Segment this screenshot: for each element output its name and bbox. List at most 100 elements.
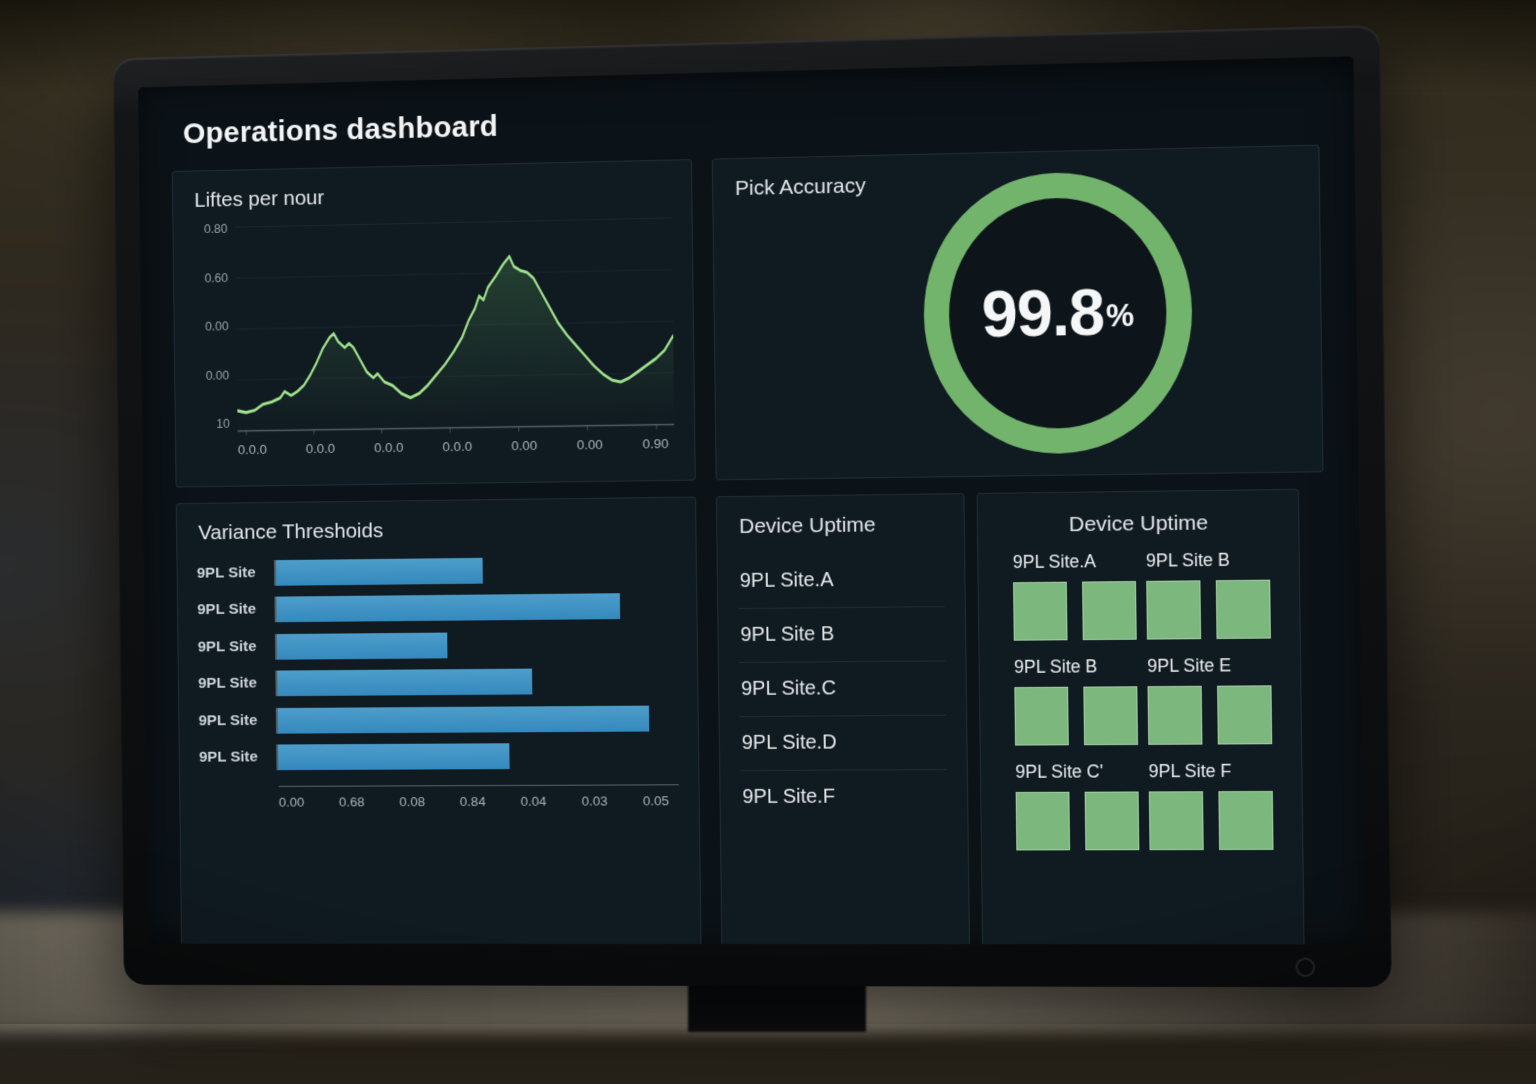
x-tick: 0.68 (339, 794, 365, 809)
x-tick: 0.0.0 (443, 439, 473, 454)
bar-label: 9PL Site (199, 712, 277, 730)
uptime-group: 9PL Site B (1014, 656, 1138, 746)
status-cells (1014, 686, 1138, 745)
dashboard-screen: Operations dashboard Liftes per nour 0.8… (138, 56, 1364, 944)
bar-row: 9PL Site (198, 625, 678, 666)
status-cell (1014, 687, 1068, 746)
uptime-group: 9PL Site.A (1013, 551, 1137, 641)
panel-lifts-per-hour: Liftes per nour 0.80 0.60 0.00 0.00 10 (172, 159, 696, 487)
bar-track (275, 668, 677, 697)
bar-row: 9PL Site (197, 550, 677, 592)
lifts-y-axis: 0.80 0.60 0.00 0.00 10 (193, 222, 238, 437)
bar (277, 669, 532, 697)
accuracy-number: 99.8 (981, 276, 1104, 351)
x-tick: 0.00 (577, 437, 603, 452)
uptime-group: 9PL Site E (1147, 655, 1272, 745)
lifts-line-chart: 0.80 0.60 0.00 0.00 10 (193, 212, 675, 437)
variance-panel-title: Variance Threshoids (198, 516, 676, 545)
bar-label: 9PL Site (198, 675, 276, 693)
panel-variance-thresholds: Variance Threshoids 9PL Site 9PL Site 9P… (176, 497, 702, 945)
uptime-site-list: 9PL Site.A 9PL Site B 9PL Site.C 9PL Sit… (738, 553, 948, 824)
list-item: 9PL Site.D (739, 716, 946, 771)
page-title: Operations dashboard (183, 90, 1319, 151)
group-label: 9PL Site C' (1015, 761, 1138, 783)
status-cell (1217, 685, 1272, 744)
status-cell (1016, 792, 1070, 851)
x-tick: 0.84 (460, 794, 486, 809)
list-item: 9PL Site.F (740, 770, 947, 824)
status-cell (1085, 791, 1140, 850)
y-tick: 0.00 (206, 368, 230, 382)
status-cell (1146, 580, 1201, 639)
bar (277, 632, 448, 659)
status-cells (1016, 791, 1140, 850)
panel-device-uptime-grid: Device Uptime 9PL Site.A 9PL Site B (977, 489, 1305, 945)
y-tick: 0.00 (205, 319, 229, 333)
x-tick: 0.08 (399, 794, 425, 809)
uptime-group: 9PL Site B (1146, 549, 1271, 639)
uptime-list-title: Device Uptime (739, 513, 944, 539)
status-cell (1083, 686, 1138, 745)
bar-label: 9PL Site (199, 749, 277, 767)
variance-x-axis: 0.00 0.68 0.08 0.84 0.04 0.03 0.05 (279, 793, 669, 809)
x-tick: 0.0.0 (374, 440, 403, 455)
bar-label: 9PL Site (197, 564, 274, 583)
y-tick: 10 (216, 417, 230, 431)
panel-device-uptime-list: Device Uptime 9PL Site.A 9PL Site B 9PL … (716, 493, 970, 944)
uptime-group: 9PL Site C' (1015, 761, 1139, 850)
status-cell (1216, 580, 1271, 639)
status-cell (1149, 791, 1204, 850)
monitor: Operations dashboard Liftes per nour 0.8… (113, 25, 1392, 987)
status-cells (1148, 685, 1273, 745)
x-tick: 0.0.0 (306, 441, 335, 456)
power-button[interactable] (1295, 958, 1315, 977)
group-label: 9PL Site F (1148, 760, 1272, 782)
x-tick: 0.00 (511, 438, 537, 453)
accuracy-unit: % (1106, 298, 1134, 334)
status-cells (1013, 581, 1137, 641)
monitor-bezel: Operations dashboard Liftes per nour 0.8… (113, 25, 1392, 987)
x-tick: 0.00 (279, 795, 305, 810)
bottom-right-panels: Device Uptime 9PL Site.A 9PL Site B 9PL … (716, 489, 1329, 945)
status-cell (1082, 581, 1137, 640)
x-tick: 0.90 (642, 436, 668, 451)
status-cell (1013, 582, 1067, 641)
status-cells (1146, 580, 1271, 640)
x-tick: 0.0.0 (238, 442, 267, 457)
x-tick: 0.04 (521, 794, 547, 809)
status-cells (1149, 791, 1274, 850)
lifts-x-axis: 0.0.0 0.0.0 0.0.0 0.0.0 0.00 0.00 0.90 (238, 436, 669, 457)
uptime-groups: 9PL Site.A 9PL Site B 9PL Site B (1013, 549, 1274, 850)
bar-track (275, 630, 677, 659)
accuracy-ring: 99.8% (922, 170, 1193, 455)
y-tick: 0.80 (204, 222, 228, 236)
lifts-plot-area (235, 212, 674, 436)
bar-track (276, 705, 678, 733)
list-item: 9PL Site B (738, 607, 945, 663)
bar (276, 593, 620, 622)
variance-x-axis-line (279, 784, 679, 787)
lifts-panel-title: Liftes per nour (194, 179, 671, 213)
bar-row: 9PL Site (198, 662, 678, 703)
bar-row: 9PL Site (197, 587, 677, 629)
bar-track (276, 743, 678, 771)
bar-track (274, 593, 676, 623)
group-label: 9PL Site B (1014, 656, 1137, 678)
bar-row: 9PL Site (199, 737, 679, 777)
bar (278, 744, 509, 771)
uptime-group: 9PL Site F (1148, 760, 1273, 850)
x-tick: 0.03 (582, 794, 608, 809)
bar-row: 9PL Site (198, 699, 678, 739)
variance-bars: 9PL Site 9PL Site 9PL Site 9PL Site (197, 550, 679, 777)
bar-track (274, 555, 676, 585)
uptime-grid-title: Device Uptime (1000, 510, 1278, 538)
bar-label: 9PL Site (197, 601, 274, 619)
accuracy-value: 99.8% (981, 274, 1133, 351)
x-tick: 0.05 (643, 793, 669, 808)
status-cell (1218, 791, 1273, 850)
lifts-line-svg (235, 212, 674, 436)
accuracy-ring-box: 99.8% (922, 170, 1193, 455)
y-tick: 0.60 (204, 271, 228, 285)
bar (276, 558, 483, 586)
list-item: 9PL Site.C (739, 661, 946, 717)
